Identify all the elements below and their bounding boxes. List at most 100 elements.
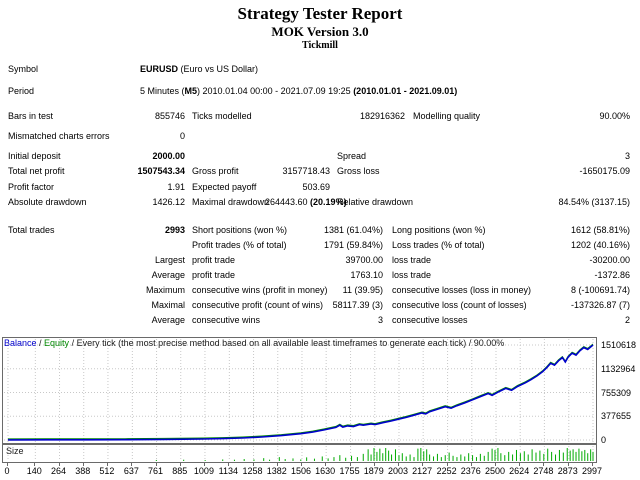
x-axis-label: 2127 — [412, 466, 433, 476]
stat-cell: consecutive wins — [192, 314, 261, 325]
stat-row: Symbol EURUSD (Euro vs US Dollar) — [8, 58, 630, 80]
stat-cell: Average — [151, 269, 185, 280]
stat-cell: 264443.60 (20.19%) — [265, 197, 347, 208]
stats-section-trades: Total trades 2993 Short positions (won %) 1… — [8, 222, 630, 327]
stat-cell: Profit factor — [8, 181, 55, 192]
x-axis-tick — [252, 463, 254, 466]
x-axis-label: 2003 — [387, 466, 408, 476]
stat-cell: 84.54% (3137.15) — [558, 197, 630, 208]
balance-equity-chart — [2, 337, 597, 444]
x-axis-tick — [228, 463, 230, 466]
x-axis-label: 1009 — [193, 466, 214, 476]
stat-cell: -1650175.09 — [579, 166, 630, 177]
stat-cell: 2993 — [164, 224, 185, 235]
stat-cell: 1202 (40.16%) — [570, 239, 630, 250]
stat-cell: loss trade — [392, 254, 432, 265]
stat-cell: 3 — [377, 314, 383, 325]
y-axis-label: 755309 — [601, 387, 632, 398]
x-axis-tick — [349, 463, 351, 466]
stat-cell: Maximum — [145, 284, 185, 295]
stat-cell: 39700.00 — [345, 254, 383, 265]
report-subtitle: MOK Version 3.0 — [271, 24, 369, 39]
x-axis-tick — [470, 463, 472, 466]
x-axis-label: 140 — [26, 466, 42, 476]
stat-cell: Total net profit — [8, 166, 65, 177]
stat-row: Average profit trade 1763.10 loss trade -137… — [8, 267, 630, 282]
chart-block: Balance / Equity / Every tick (the most … — [0, 337, 640, 480]
stat-cell: EURUSD (Euro vs US Dollar) — [140, 64, 259, 74]
y-axis-label: 1132964 — [601, 363, 636, 374]
stat-row: Mismatched charts errors 0 — [8, 126, 630, 146]
legend-balance: Balance — [4, 338, 37, 348]
x-axis-label: 2624 — [509, 466, 530, 476]
stat-row: Bars in test 855746 Ticks modelled 18291636… — [8, 106, 630, 126]
stat-cell: consecutive profit (count of wins) — [192, 299, 324, 310]
stat-cell: Expected payoff — [192, 181, 257, 192]
x-axis-label: 388 — [75, 466, 91, 476]
stat-cell: -30200.00 — [589, 254, 630, 265]
x-axis-label: 512 — [99, 466, 115, 476]
stat-cell: 3157718.43 — [282, 166, 330, 177]
x-axis-tick — [34, 463, 36, 466]
x-axis-tick — [592, 463, 593, 466]
stat-cell: 1791 (59.84%) — [323, 239, 383, 250]
x-axis-label: 885 — [172, 466, 188, 476]
stat-row: Maximal consecutive profit (count of wins… — [8, 297, 630, 312]
x-axis-tick — [373, 463, 375, 466]
stat-row: Maximum consecutive wins (profit in money… — [8, 282, 630, 297]
stat-row: Total trades 2993 Short positions (won %) 1… — [8, 222, 630, 237]
stat-cell: 5 Minutes (M5) 2010.01.04 00:00 - 2021.0… — [140, 86, 458, 96]
stat-row: Average consecutive wins 3 consecutive loss… — [8, 312, 630, 327]
stat-cell: 0 — [179, 131, 185, 141]
x-axis-label: 2873 — [557, 466, 578, 476]
stat-cell: Symbol — [8, 64, 39, 74]
stat-cell: 1426.12 — [152, 197, 185, 208]
stat-cell: Absolute drawdown — [8, 197, 87, 208]
stat-cell: 1763.10 — [350, 269, 383, 280]
x-axis-label: 1258 — [242, 466, 263, 476]
stat-row: Total net profit 1507543.34 Gross profit 31… — [8, 164, 630, 180]
x-axis-tick — [325, 463, 327, 466]
broker-name: Tickmill — [302, 40, 338, 51]
stat-cell: Short positions (won %) — [192, 224, 288, 235]
stat-cell: Ticks modelled — [192, 111, 252, 121]
stat-cell: profit trade — [192, 269, 236, 280]
stat-cell: Gross profit — [192, 166, 239, 177]
x-axis-tick — [494, 463, 496, 466]
legend-equity: Equity — [44, 338, 70, 348]
x-axis-tick — [106, 463, 108, 466]
x-axis-tick — [276, 463, 278, 466]
x-axis-label: 637 — [123, 466, 139, 476]
y-axis-label: 377655 — [601, 411, 632, 422]
stat-row: Profit trades (% of total) 1791 (59.84%) L… — [8, 237, 630, 252]
stat-row: Period 5 Minutes (M5) 2010.01.04 00:00 - … — [8, 80, 630, 102]
size-chart-label: Size — [6, 446, 24, 456]
x-axis-label: 1630 — [315, 466, 336, 476]
stat-cell: consecutive loss (count of losses) — [392, 299, 527, 310]
y-axis-label: 1510618 — [601, 340, 637, 350]
stats-section-instrument: Symbol EURUSD (Euro vs US Dollar) Period 5 … — [8, 58, 630, 102]
stat-cell: 182916362 — [359, 111, 405, 121]
x-axis-label: 2500 — [484, 466, 505, 476]
x-axis-label: 1755 — [339, 466, 360, 476]
stat-cell: Mismatched charts errors — [8, 131, 110, 141]
stat-row: Absolute drawdown 1426.12 Maximal drawdown… — [8, 195, 630, 211]
stat-cell: 1612 (58.81%) — [570, 224, 630, 235]
stat-cell: 8 (-100691.74) — [570, 284, 630, 295]
stat-cell: Bars in test — [8, 111, 54, 121]
chart-legend: Balance / Equity / Every tick (the most … — [4, 338, 504, 348]
stat-cell: Loss trades (% of total) — [392, 239, 485, 250]
stats-section-results: Initial deposit 2000.00 Spread 3 Total net p… — [8, 148, 630, 210]
stat-cell: 1381 (61.04%) — [323, 224, 383, 235]
stat-cell: consecutive wins (profit in money) — [192, 284, 328, 295]
x-axis-label: 1879 — [363, 466, 384, 476]
x-axis-tick — [422, 463, 424, 466]
stat-row: Largest profit trade 39700.00 loss trade -30… — [8, 252, 630, 267]
x-axis-tick — [58, 463, 60, 466]
report-header: Strategy Tester Report MOK Version 3.0 T… — [0, 4, 640, 52]
x-axis-tick — [543, 463, 545, 466]
stat-cell: 58117.39 (3) — [332, 299, 383, 310]
stat-cell: 503.69 — [302, 181, 330, 192]
page-title: Strategy Tester Report — [237, 4, 403, 23]
x-axis-label: 761 — [148, 466, 164, 476]
